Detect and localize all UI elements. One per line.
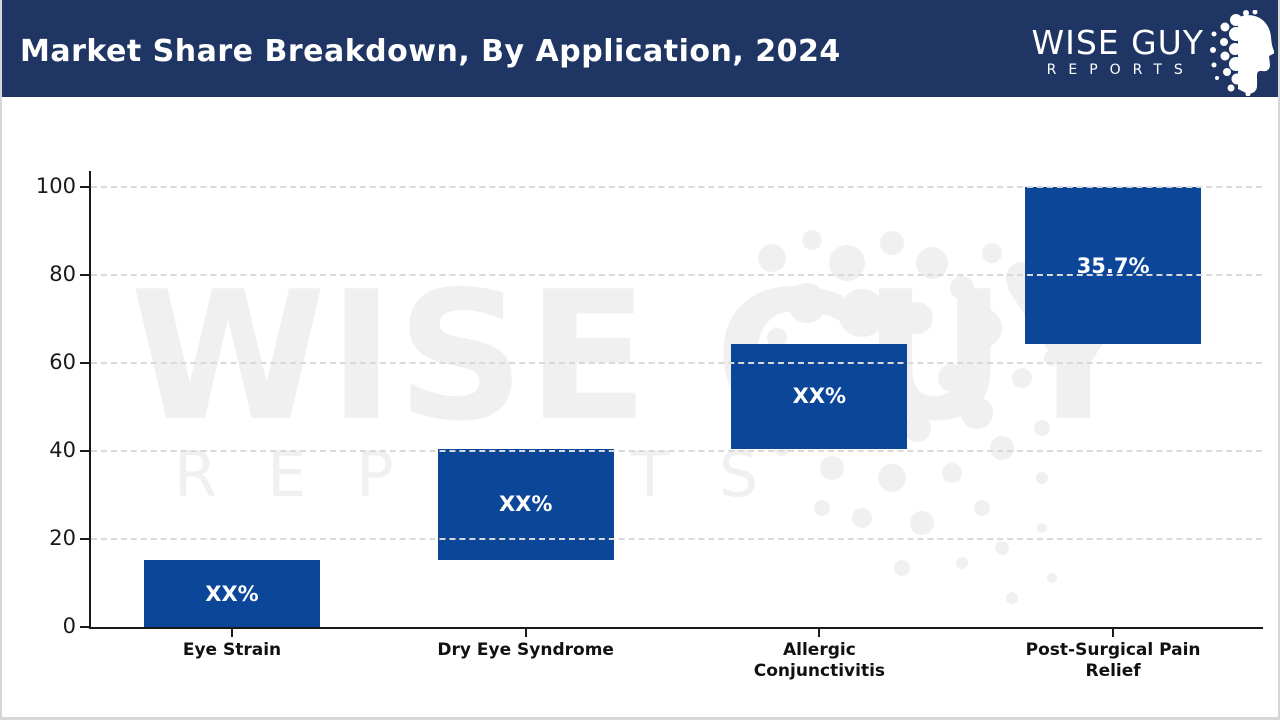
bar-value-label: XX% xyxy=(205,581,259,606)
gridline xyxy=(91,274,1262,276)
bar: 35.7% xyxy=(1025,187,1202,345)
y-tick-label: 100 xyxy=(35,174,76,198)
bar: XX% xyxy=(731,344,908,449)
logo-text: WISE GUY REPORTS xyxy=(1031,26,1204,78)
y-tick-label: 60 xyxy=(49,350,76,374)
y-tick xyxy=(80,274,89,276)
gridline xyxy=(91,450,1262,452)
y-tick-label: 20 xyxy=(49,526,76,550)
y-tick xyxy=(80,626,89,628)
y-tick-label: 80 xyxy=(49,262,76,286)
x-axis-line xyxy=(89,627,1263,629)
bar: XX% xyxy=(144,560,320,627)
bar: XX% xyxy=(437,448,614,561)
y-tick xyxy=(80,362,89,364)
x-axis-label: Eye Strain xyxy=(182,640,282,660)
bar-value-label: 35.7% xyxy=(1076,253,1150,278)
y-tick-label: 40 xyxy=(49,438,76,462)
wise-guy-reports-logo: WISE GUY REPORTS xyxy=(1014,6,1274,96)
bar-value-label: XX% xyxy=(792,384,847,409)
x-tick xyxy=(231,629,233,637)
x-tick xyxy=(524,629,527,637)
gridline xyxy=(91,362,1262,364)
logo-subtext: REPORTS xyxy=(1046,62,1195,78)
y-tick xyxy=(80,538,89,540)
chart-title: Market Share Breakdown, By Application, … xyxy=(20,34,841,69)
y-tick xyxy=(80,186,89,188)
gridline xyxy=(91,186,1262,188)
y-axis-line xyxy=(89,171,91,629)
x-axis-label: Post-Surgical Pain Relief xyxy=(1025,640,1201,682)
x-axis-label: Allergic Conjunctivitis xyxy=(753,640,886,682)
gridline xyxy=(91,538,1262,540)
x-axis-label: Dry Eye Syndrome xyxy=(437,640,614,660)
header-band: Market Share Breakdown, By Application, … xyxy=(2,0,1278,97)
x-tick xyxy=(1112,629,1115,637)
y-tick xyxy=(80,450,89,452)
logo-wordmark: WISE GUY xyxy=(1031,23,1204,62)
bar-value-label: XX% xyxy=(498,492,553,517)
head-profile-icon xyxy=(1210,10,1274,96)
x-tick xyxy=(818,629,821,637)
y-tick-label: 0 xyxy=(62,614,76,638)
